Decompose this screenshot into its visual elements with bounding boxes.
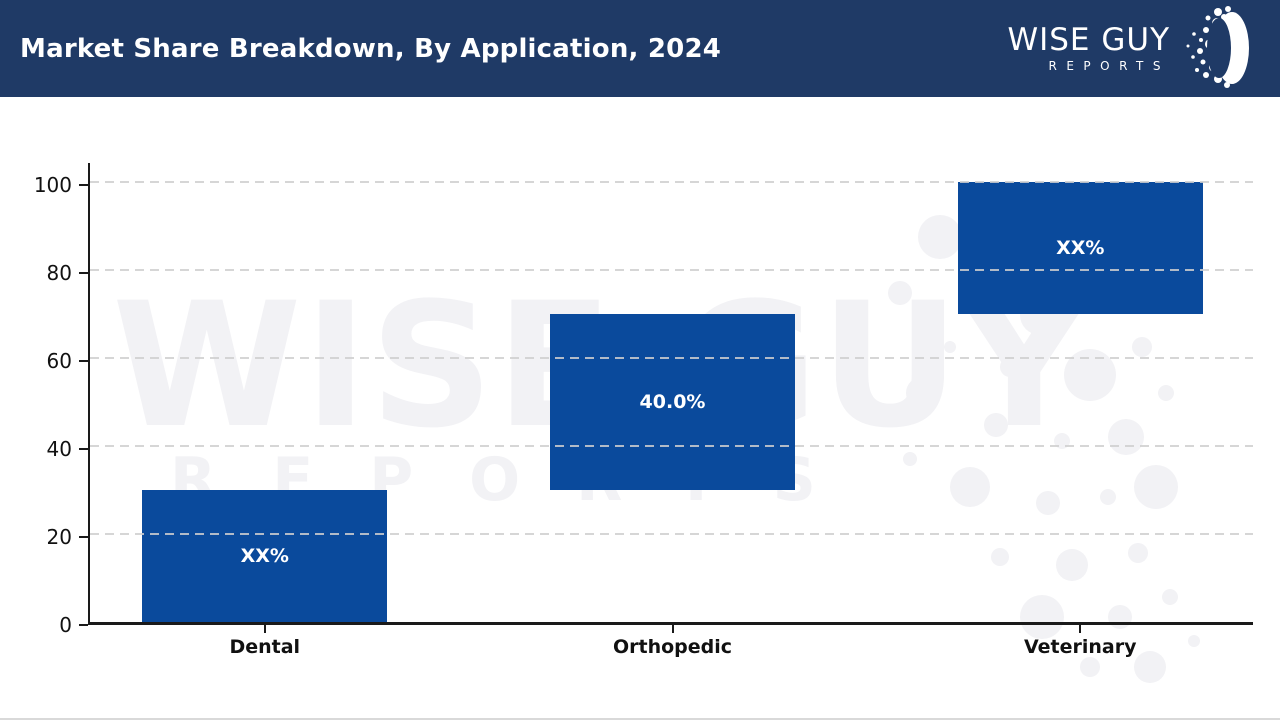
bar-orthopedic: 40.0% [550, 314, 795, 490]
brand-face-icon [1172, 4, 1254, 94]
y-tick-label-80: 80 [46, 261, 72, 285]
header-bar: Market Share Breakdown, By Application, … [0, 0, 1280, 97]
gridline-y-80 [90, 269, 1253, 271]
y-tick-label-60: 60 [46, 349, 72, 373]
y-tick-mark-80 [79, 272, 88, 274]
x-tick-label-veterinary: Veterinary [1023, 636, 1137, 658]
x-tick-mark-dental [263, 625, 266, 633]
y-tick-mark-0 [79, 624, 88, 626]
brand-logo: WISE GUY REPORTS [1007, 4, 1254, 94]
y-tick-label-40: 40 [46, 437, 72, 461]
y-tick-label-0: 0 [59, 613, 72, 637]
brand-name: WISE GUY [1007, 22, 1170, 58]
y-tick-mark-100 [79, 184, 88, 186]
x-tick-label-dental: Dental [229, 636, 301, 658]
plot-area: XX% Dental 40.0% Orthopedic XX% Veterinary [88, 163, 1253, 658]
page-title: Market Share Breakdown, By Application, … [20, 33, 722, 64]
gridline-y-100 [90, 181, 1253, 183]
x-tick-mark-orthopedic [671, 625, 674, 633]
gridline-y-20 [90, 533, 1253, 535]
gridline-y-40 [90, 445, 1253, 447]
y-tick-label-20: 20 [46, 525, 72, 549]
bar-value-label: XX% [1056, 237, 1105, 259]
x-tick-label-orthopedic: Orthopedic [612, 636, 733, 658]
chart-canvas: WISE GUY REPORTS 0 20 40 60 80 100 XX% Den [0, 97, 1280, 720]
bar-value-label: XX% [240, 545, 289, 567]
y-tick-mark-40 [79, 448, 88, 450]
y-axis-ticks: 0 20 40 60 80 100 [0, 163, 88, 637]
y-tick-mark-60 [79, 360, 88, 362]
bar-veterinary: XX% [957, 182, 1203, 314]
x-tick-mark-veterinary [1079, 625, 1082, 633]
y-tick-mark-20 [79, 536, 88, 538]
bar-value-label: 40.0% [639, 391, 706, 413]
brand-logo-text: WISE GUY REPORTS [1007, 22, 1170, 73]
y-tick-label-100: 100 [33, 173, 72, 197]
gridline-y-60 [90, 357, 1253, 359]
brand-subtitle: REPORTS [1048, 59, 1170, 73]
bar-dental: XX% [142, 490, 388, 622]
